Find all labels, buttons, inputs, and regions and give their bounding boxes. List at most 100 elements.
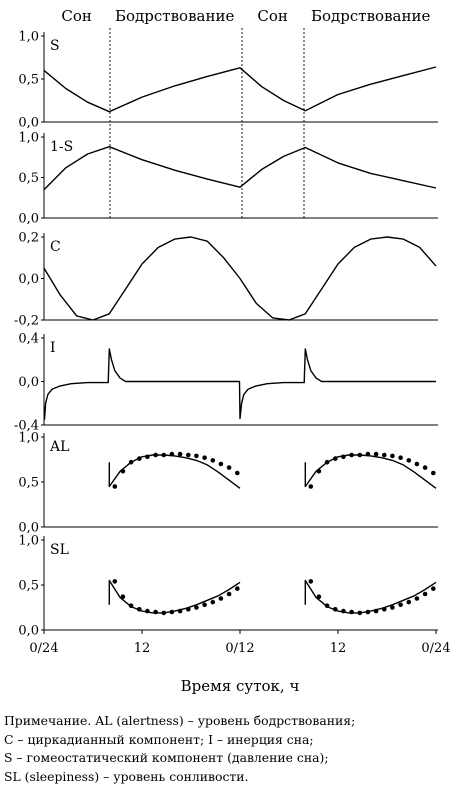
data-point [218,596,224,601]
y-tick-label: 1,0 [18,131,39,146]
data-point [365,609,371,615]
panel-label: S [50,38,60,54]
data-point [210,599,216,605]
data-point [169,609,175,615]
phase-label: Сон [61,7,92,25]
data-point [390,453,395,459]
series-line [108,454,241,489]
x-tick-label: 12 [134,641,151,656]
note-line: S – гомеостатический компонент (давление… [4,750,329,765]
y-tick-label: 0,0 [18,375,39,390]
data-point [373,451,379,457]
data-point [406,458,412,463]
data-point [112,484,118,489]
data-point [414,596,420,601]
data-point [169,451,175,457]
panel-al: 0,0 0,5 1,0 AL [18,431,438,536]
y-tick-label: 1,0 [18,431,39,446]
data-point [112,579,118,584]
y-tick-label: 0,2 [18,231,39,246]
data-point [137,456,142,461]
data-point [324,603,330,608]
panel-label: 1-S [50,139,73,155]
data-point [153,609,158,615]
data-point [398,455,403,461]
data-point [120,594,126,599]
data-point [373,608,379,614]
chart-panels: 0,00,51,0S0,00,51,01-S-0,20,00,2C-0,40,0… [14,30,438,639]
x-axis-label: Время суток, ч [181,677,300,695]
note-line: C – циркадианный компонент; I – инерция … [4,731,314,747]
y-tick-label: 0,5 [18,579,39,594]
data-point [177,451,183,457]
data-point [153,452,158,458]
data-point [422,465,428,470]
data-point [235,470,240,476]
figure-note: Примечание. AL (alertness) – уровень бод… [4,712,448,786]
y-tick-label: -0,2 [14,314,39,329]
data-point [177,608,183,614]
y-tick-label: 0,0 [18,521,39,536]
panel-label: AL [49,439,69,455]
data-point [145,608,150,614]
data-point [161,610,167,616]
data-point [431,470,436,476]
panel-1-s: 0,0 0,5 1,0 1-S [18,131,438,227]
y-tick-label: 0,5 [18,73,39,88]
data-point [324,459,330,465]
x-axis: 0/24 12 0/12 12 0/24 Время суток, ч [29,630,451,695]
data-point [349,452,354,458]
y-tick-label: 0,5 [18,171,39,186]
panel-label: SL [50,542,69,558]
y-tick-label: 1,0 [18,534,39,549]
series-line [304,579,437,614]
data-point [137,607,142,612]
data-point [341,608,346,614]
phase-label: Бодрствование [311,7,430,25]
data-point [226,465,232,470]
y-tick-label: 0,0 [18,624,39,639]
data-point [145,454,150,460]
data-point [316,468,322,474]
series-line [108,579,241,614]
data-point [390,605,395,610]
y-tick-label: 0,4 [18,332,39,347]
sleep-model-chart: Сон Бодрствование Сон Бодрствование 0,0 0,5 1… [14,7,451,695]
data-point [422,591,428,597]
panel-sl: 0,0 0,5 1,0 SL [18,534,438,639]
data-point [333,607,338,612]
panel-i: -0,4 0,0 0,4 I [14,332,438,434]
panel-s: 0,0 0,5 1,0 S [18,30,438,131]
y-tick-label: 0,0 [18,116,39,131]
note-line: Примечание. AL (alertness) – уровень бод… [4,713,356,728]
data-point [194,453,199,459]
panel-c: -0,2 0,0 0,2 C [14,231,438,329]
data-point [406,599,412,605]
x-tick-label: 0/12 [225,641,254,656]
data-point [128,459,134,465]
data-point [128,603,134,608]
data-point [382,452,387,458]
data-point [357,452,363,458]
series-line [43,66,437,113]
y-tick-label: 0,0 [18,272,39,287]
data-point [161,452,167,458]
data-point [194,605,199,610]
data-point [120,468,126,474]
x-tick-label: 0/24 [29,641,58,656]
data-point [218,461,224,467]
data-point [226,591,232,597]
data-point [398,602,403,608]
panel-label: C [50,239,61,255]
data-point [316,594,322,599]
x-tick-label: 12 [330,641,347,656]
data-point [357,610,363,616]
x-tick-label: 0/24 [421,641,450,656]
data-point [333,456,338,461]
data-point [202,455,207,461]
y-tick-label: 1,0 [18,30,39,45]
data-point [349,609,354,615]
data-point [210,458,216,463]
series-line [304,454,437,489]
data-point [365,451,371,457]
